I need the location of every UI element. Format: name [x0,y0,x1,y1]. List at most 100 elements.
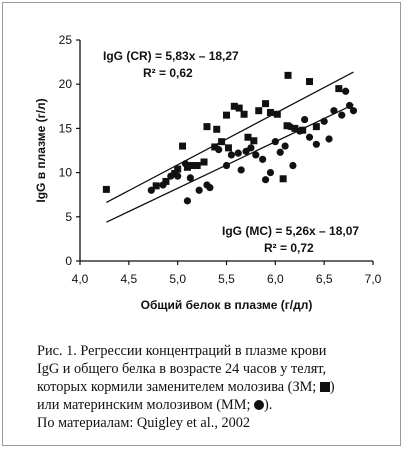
regression-line-1 [106,71,354,204]
circle-point [147,186,155,194]
circle-point [349,107,358,115]
square-point [193,162,201,170]
y-axis-title: IgG в плазме (г/л) [34,98,48,202]
circle-point [181,160,190,168]
caption-line: Рис. 1. Регрессии концентраций в плазме … [37,343,327,359]
square-point [188,162,196,170]
circle-point [227,151,235,159]
caption-line: или материнским молозивом (ММ; ). [37,396,397,414]
square-point [224,144,232,152]
square-point [162,177,170,185]
square-marker-icon [319,382,330,392]
circle-point [305,133,314,141]
caption-line: IgG и общего белка в возрасте 24 часов у… [37,361,327,377]
circle-point [215,146,223,154]
figure-frame: 4,0 4,5 5,0 5,5 6,0 6,5 7,0 0 5 10 15 20 25 Общий бел… [2,2,401,446]
x-axis-title: Общий белок в плазме (г/дл) [141,298,313,312]
circle-point [237,166,245,174]
square-point [335,85,343,93]
circle-point [271,138,279,146]
data-points [102,71,358,205]
annotation-mc-r2: R² = 0,72 [264,241,314,255]
x-tick-label: 6,5 [316,272,333,286]
regression-line-2 [106,103,354,223]
square-point [244,133,252,141]
y-tick-label: 15 [59,121,73,135]
circle-point [330,107,338,115]
square-point [152,182,160,190]
square-point [240,110,248,118]
circle-point [289,161,297,170]
figure-caption: Рис. 1. Регрессии концентраций в плазме … [37,342,397,432]
square-point [200,158,208,166]
circle-point [301,115,309,124]
annotation-cr-r2: R² = 0,62 [143,66,193,80]
circle-point [186,174,194,182]
annotation-cr-equation: IgG (CR) = 5,83x – 18,27 [103,49,239,63]
square-point [223,111,230,119]
square-point [174,165,182,173]
square-point [266,108,274,116]
square-point [203,123,211,131]
square-point [218,138,226,146]
square-point [291,124,299,132]
caption-text: или материнским молозивом (ММ; [37,397,255,413]
circle-point [338,111,346,119]
circle-point [167,172,175,180]
circle-point [222,161,231,170]
circle-point [286,123,294,131]
circle-point [276,148,284,156]
circle-point [281,142,289,150]
y-tick-label: 25 [59,33,73,47]
circle-point [261,176,270,184]
caption-line: По материалам: Quigley et al., 2002 [37,415,251,431]
square-point [171,169,179,177]
square-point [183,163,191,171]
y-tick-label: 20 [59,77,73,91]
y-tick-label: 10 [59,166,73,180]
circle-marker-icon [254,400,265,410]
x-tick-label: 7,0 [365,272,382,286]
x-tick-label: 6,0 [267,272,284,286]
square-point [284,71,292,79]
square-point [211,143,219,151]
square-point [306,78,314,86]
axes [76,39,374,265]
square-point [230,102,238,110]
caption-text: ). [264,397,273,413]
square-point [312,123,320,131]
circle-point [266,169,275,177]
annotation-mc-equation: IgG (MC) = 5,26x – 18,07 [222,224,359,238]
square-point [235,104,243,112]
regression-lines [106,71,354,223]
circle-point [312,140,320,148]
caption-text: которых кормили заменителем молозива (ЗМ… [37,379,320,395]
circle-point [296,127,304,135]
circle-point [247,144,255,152]
chart-labels: 4,0 4,5 5,0 5,5 6,0 6,5 7,0 0 5 10 15 20 25 Общий бел… [34,33,382,312]
x-tick-label: 5,5 [218,272,235,286]
circle-point [234,149,242,157]
square-point [213,125,221,133]
x-tick-label: 5,0 [169,272,186,286]
circle-point [195,186,203,194]
square-point [262,100,270,108]
square-point [279,175,287,183]
square-point [250,137,258,145]
circle-point [159,181,167,189]
square-point [179,142,187,150]
circle-point [325,135,333,143]
x-tick-label: 4,0 [72,272,89,286]
y-tick-label: 0 [65,254,72,268]
circle-point [259,155,267,163]
circle-point [345,101,354,110]
circle-point [183,197,192,205]
circle-point [174,172,182,180]
square-point [273,110,281,118]
square-point [255,107,263,115]
circle-point [252,151,260,159]
circle-point [342,87,350,95]
y-tick-label: 5 [65,210,72,224]
scatter-chart: 4,0 4,5 5,0 5,5 6,0 6,5 7,0 0 5 10 15 20 25 Общий бел… [34,33,382,312]
circle-point [206,184,214,192]
